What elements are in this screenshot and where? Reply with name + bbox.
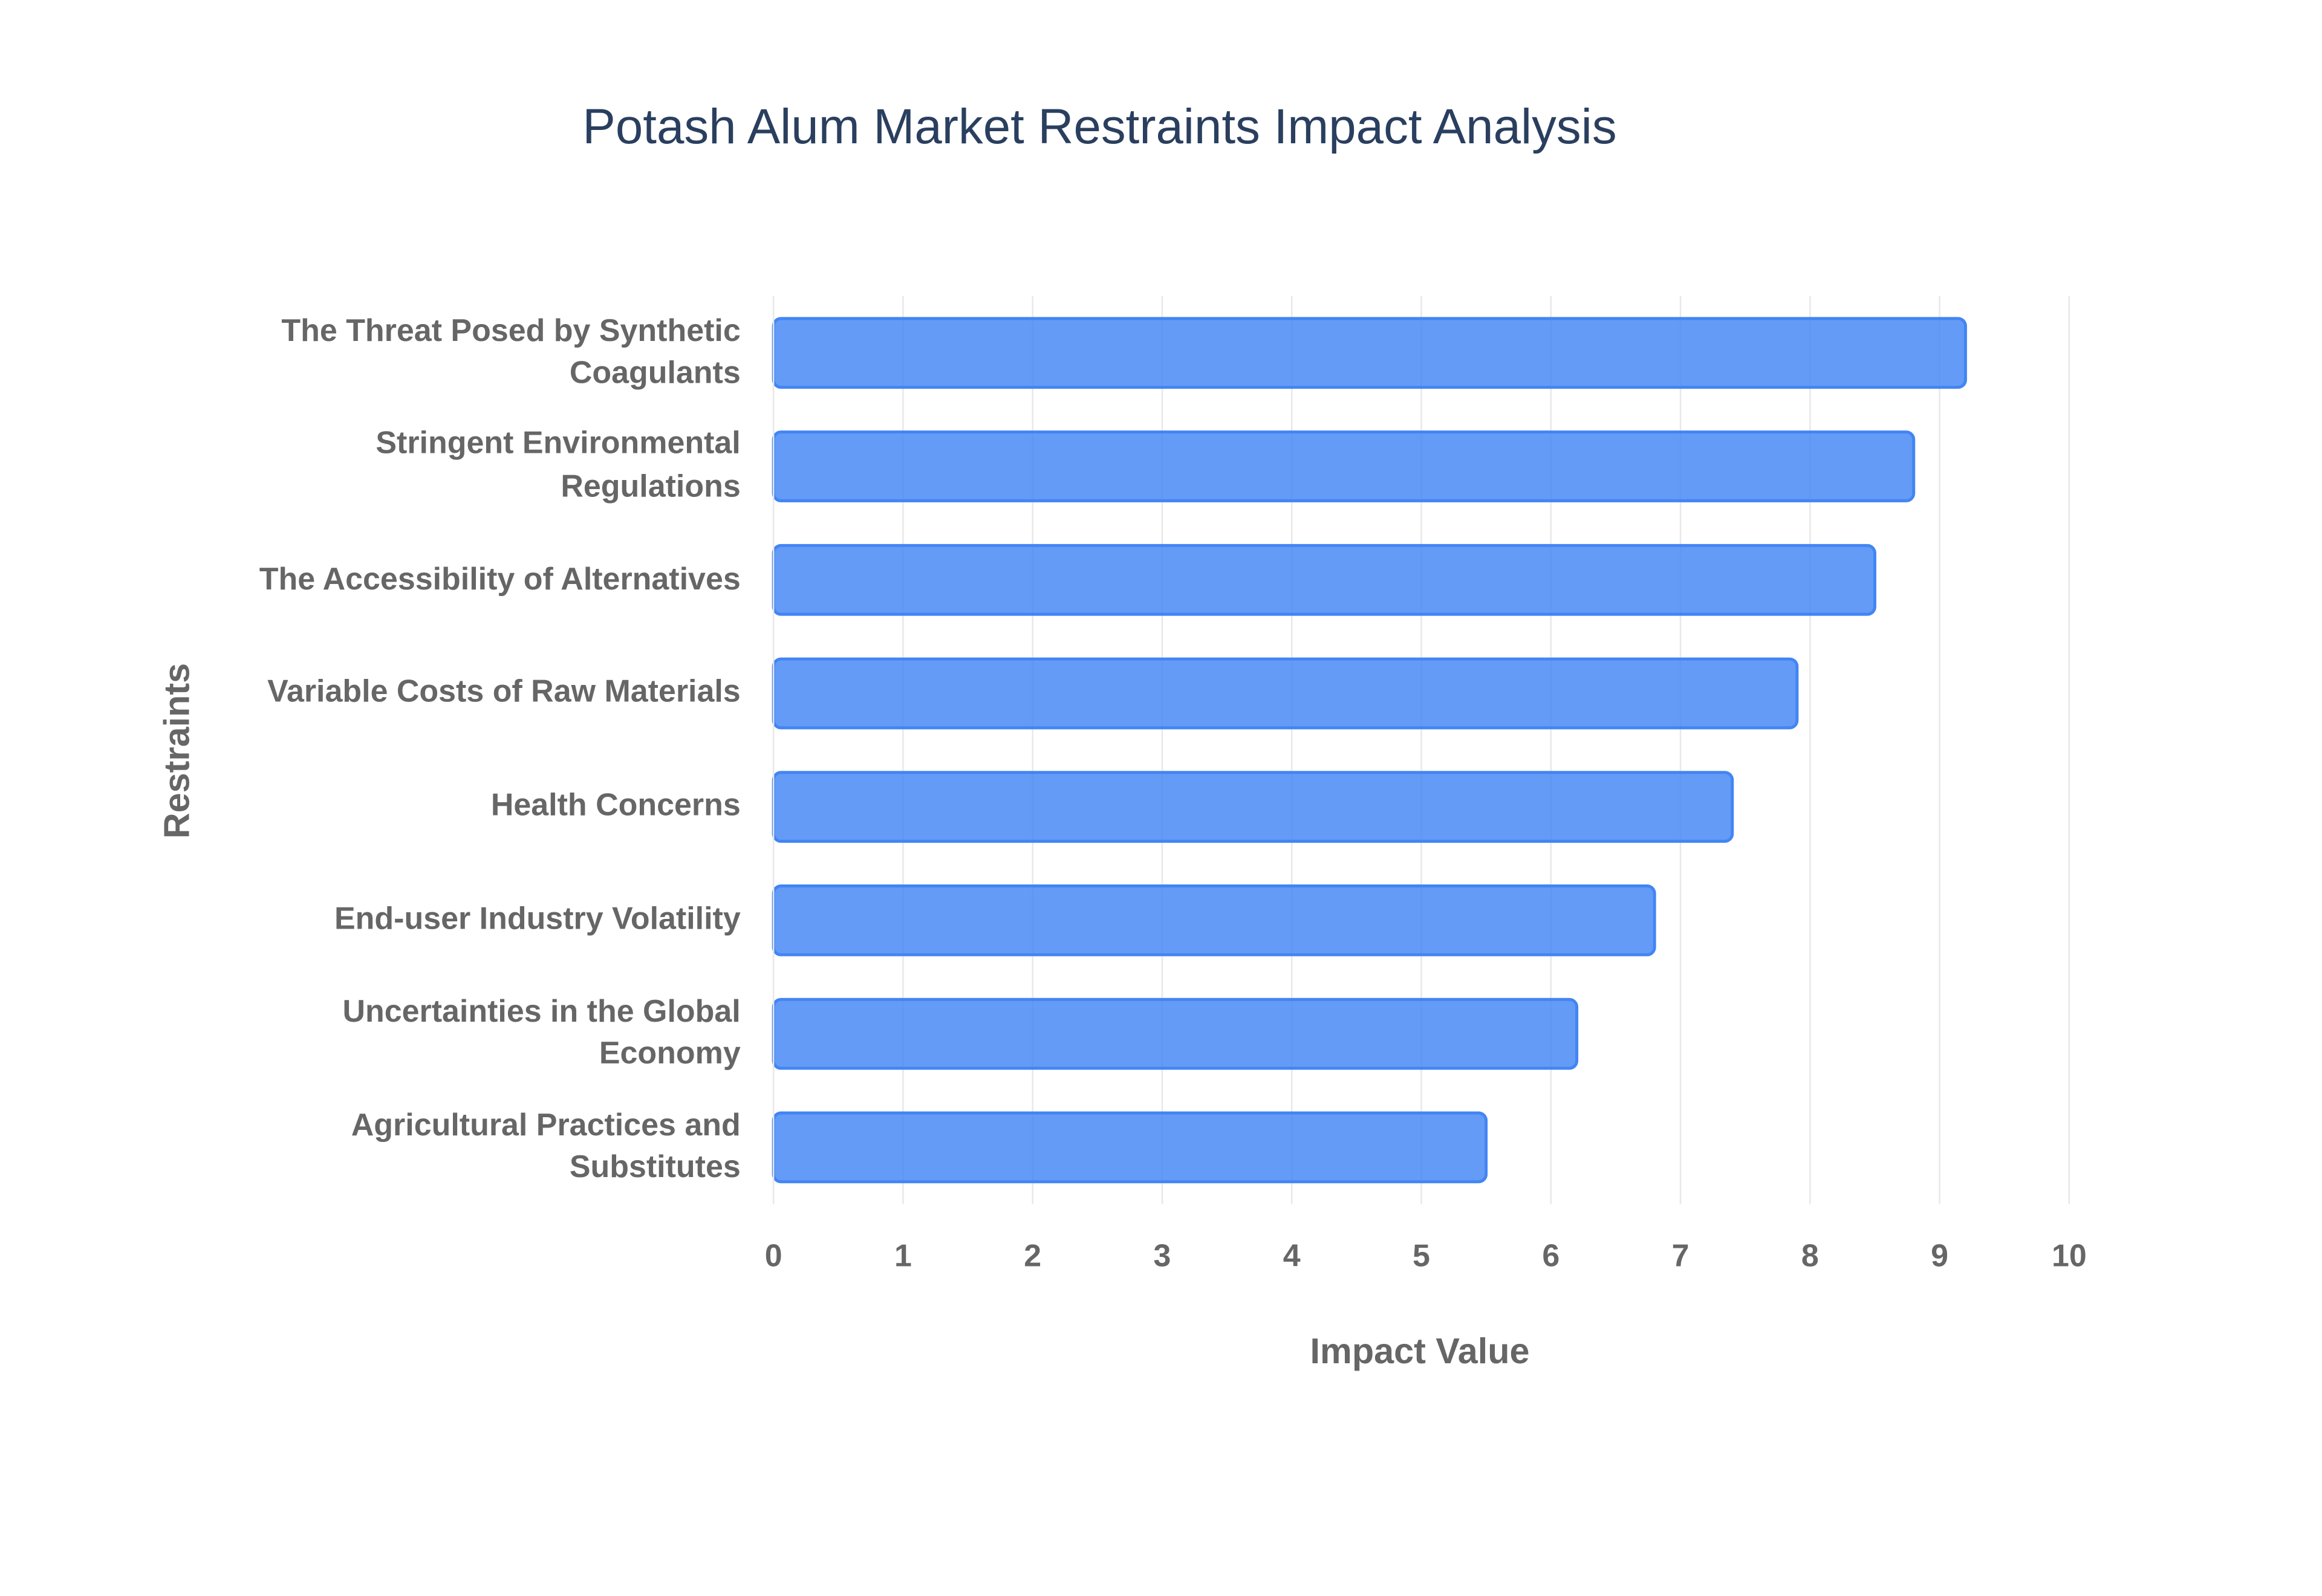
x-tick-label: 4 [1283, 1239, 1301, 1274]
x-axis-title: Impact Value [1310, 1331, 1530, 1371]
y-tick-label: Stringent Environmental Regulations [376, 427, 741, 504]
x-tick-label: 1 [894, 1239, 912, 1274]
y-tick-label: Uncertainties in the Global Economy [342, 994, 741, 1072]
y-tick-label-box: Health Concerns [490, 788, 741, 823]
x-tick-label: 3 [1154, 1239, 1171, 1274]
bar [772, 1111, 1488, 1184]
x-tick-label: 5 [1413, 1239, 1430, 1274]
x-tick-label: 7 [1672, 1239, 1689, 1274]
y-tick-label-box: Variable Costs of Raw Materials [267, 675, 741, 710]
x-tick-label: 0 [765, 1239, 782, 1274]
chart-title: Potash Alum Market Restraints Impact Ana… [582, 99, 1616, 154]
x-tick-label: 10 [2052, 1239, 2087, 1274]
y-tick-label: The Threat Posed by Synthetic Coagulants [281, 313, 741, 391]
bar [772, 317, 1967, 389]
y-tick-label-box: Agricultural Practices and Substitutes [351, 1108, 741, 1185]
y-tick-label: Health Concerns [490, 788, 741, 823]
y-tick-label-box: The Accessibility of Alternatives [259, 562, 741, 597]
bar [772, 997, 1579, 1070]
x-tick-label: 6 [1542, 1239, 1559, 1274]
x-tick-label: 9 [1931, 1239, 1948, 1274]
bar [772, 657, 1799, 730]
y-tick-label-box: Stringent Environmental Regulations [376, 427, 741, 504]
y-axis-title: Restraints [157, 663, 197, 839]
bar [772, 771, 1734, 843]
bar [772, 430, 1916, 502]
y-tick-label: End-user Industry Volatility [334, 902, 741, 937]
y-tick-label: Variable Costs of Raw Materials [267, 675, 741, 710]
y-tick-label-box: Uncertainties in the Global Economy [342, 994, 741, 1072]
y-tick-label-box: The Threat Posed by Synthetic Coagulants [281, 313, 741, 391]
x-tick-label: 2 [1024, 1239, 1041, 1274]
y-tick-label: The Accessibility of Alternatives [259, 562, 741, 597]
y-tick-label-box: End-user Industry Volatility [334, 902, 741, 937]
bar [772, 884, 1656, 956]
bar [772, 543, 1876, 616]
x-tick-label: 8 [1801, 1239, 1819, 1274]
y-tick-label: Agricultural Practices and Substitutes [351, 1108, 741, 1185]
